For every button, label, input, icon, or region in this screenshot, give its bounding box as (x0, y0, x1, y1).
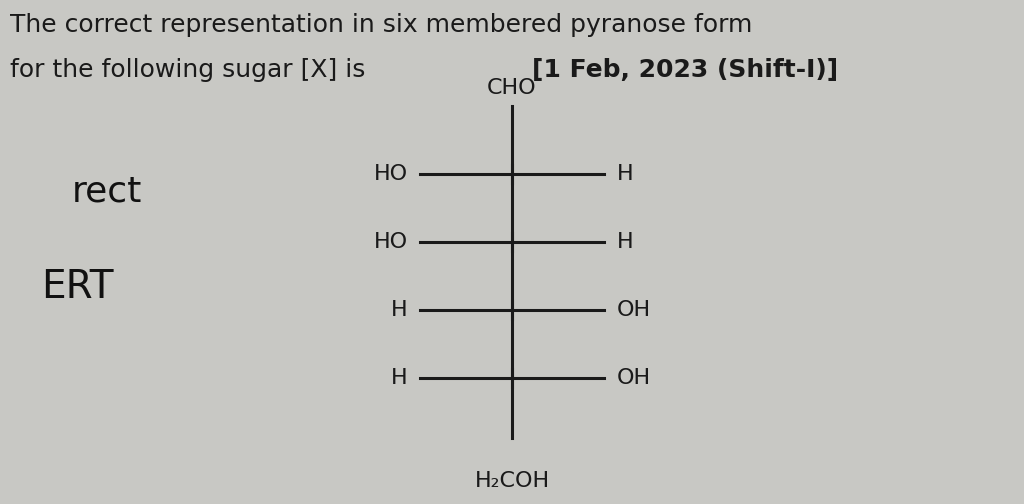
Text: H: H (616, 232, 633, 252)
Text: HO: HO (374, 232, 408, 252)
Text: for the following sugar [X] is: for the following sugar [X] is (10, 58, 366, 82)
Text: OH: OH (616, 368, 650, 388)
Text: H₂COH: H₂COH (474, 471, 550, 491)
Text: HO: HO (374, 164, 408, 184)
Text: H: H (391, 368, 408, 388)
Text: [1 Feb, 2023 (Shift-I)]: [1 Feb, 2023 (Shift-I)] (532, 58, 839, 82)
Text: rect: rect (72, 174, 142, 209)
Text: ERT: ERT (41, 268, 114, 306)
Text: The correct representation in six membered pyranose form: The correct representation in six member… (10, 13, 753, 37)
Text: OH: OH (616, 300, 650, 320)
Text: CHO: CHO (487, 78, 537, 98)
Text: H: H (616, 164, 633, 184)
Text: H: H (391, 300, 408, 320)
